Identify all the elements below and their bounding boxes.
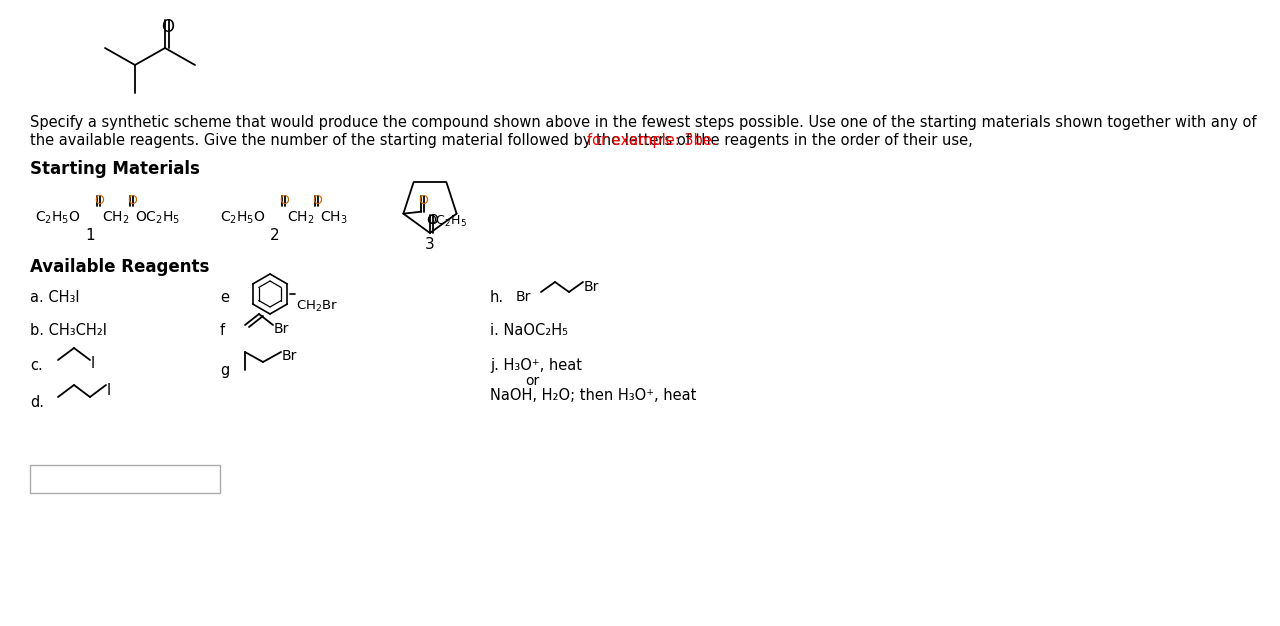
Text: $\mathregular{C_2H_5O}$: $\mathregular{C_2H_5O}$: [220, 210, 266, 227]
Text: $\mathregular{OC_2H_5}$: $\mathregular{OC_2H_5}$: [134, 210, 180, 227]
Text: O: O: [428, 213, 438, 227]
Text: I: I: [91, 356, 95, 371]
Text: Br: Br: [282, 349, 297, 363]
Text: i. NaOC₂H₅: i. NaOC₂H₅: [490, 323, 568, 338]
Text: 2: 2: [270, 228, 280, 243]
Text: h.: h.: [490, 290, 504, 305]
Text: 1: 1: [86, 228, 95, 243]
Text: Available Reagents: Available Reagents: [29, 258, 210, 276]
Text: j. H₃O⁺, heat: j. H₃O⁺, heat: [490, 358, 582, 373]
Text: f: f: [220, 323, 225, 338]
Text: Br: Br: [516, 290, 531, 304]
Text: Starting Materials: Starting Materials: [29, 160, 200, 178]
Text: O: O: [279, 194, 289, 207]
Text: c.: c.: [29, 358, 42, 373]
Text: Br: Br: [274, 322, 289, 336]
Text: I: I: [108, 383, 111, 398]
Text: O: O: [312, 194, 321, 207]
Text: for example: 3be.: for example: 3be.: [588, 133, 717, 148]
Text: or: or: [525, 374, 539, 388]
Text: g: g: [220, 363, 229, 378]
Text: $\mathregular{CH_2}$: $\mathregular{CH_2}$: [287, 210, 315, 227]
Text: a. CH₃I: a. CH₃I: [29, 290, 79, 305]
Text: $\mathregular{C_2H_5O}$: $\mathregular{C_2H_5O}$: [35, 210, 81, 227]
Text: the available reagents. Give the number of the starting material followed by the: the available reagents. Give the number …: [29, 133, 978, 148]
Text: $\mathregular{OC_2H_5}$: $\mathregular{OC_2H_5}$: [426, 213, 467, 228]
Text: NaOH, H₂O; then H₃O⁺, heat: NaOH, H₂O; then H₃O⁺, heat: [490, 388, 696, 403]
Text: e: e: [220, 290, 229, 305]
Text: Br: Br: [584, 280, 599, 294]
Text: $\mathregular{CH_2}$: $\mathregular{CH_2}$: [102, 210, 129, 227]
Bar: [29, 465, 220, 493]
Text: O: O: [127, 194, 137, 207]
Text: d.: d.: [29, 395, 44, 410]
Text: b. CH₃CH₂I: b. CH₃CH₂I: [29, 323, 108, 338]
Text: $\mathregular{CH_2Br}$: $\mathregular{CH_2Br}$: [296, 299, 338, 314]
Text: $\mathregular{CH_3}$: $\mathregular{CH_3}$: [320, 210, 348, 227]
Text: O: O: [161, 18, 174, 36]
Text: O: O: [419, 193, 429, 207]
Text: Specify a synthetic scheme that would produce the compound shown above in the fe: Specify a synthetic scheme that would pr…: [29, 115, 1257, 130]
Text: 3: 3: [425, 237, 435, 252]
Text: O: O: [93, 194, 104, 207]
